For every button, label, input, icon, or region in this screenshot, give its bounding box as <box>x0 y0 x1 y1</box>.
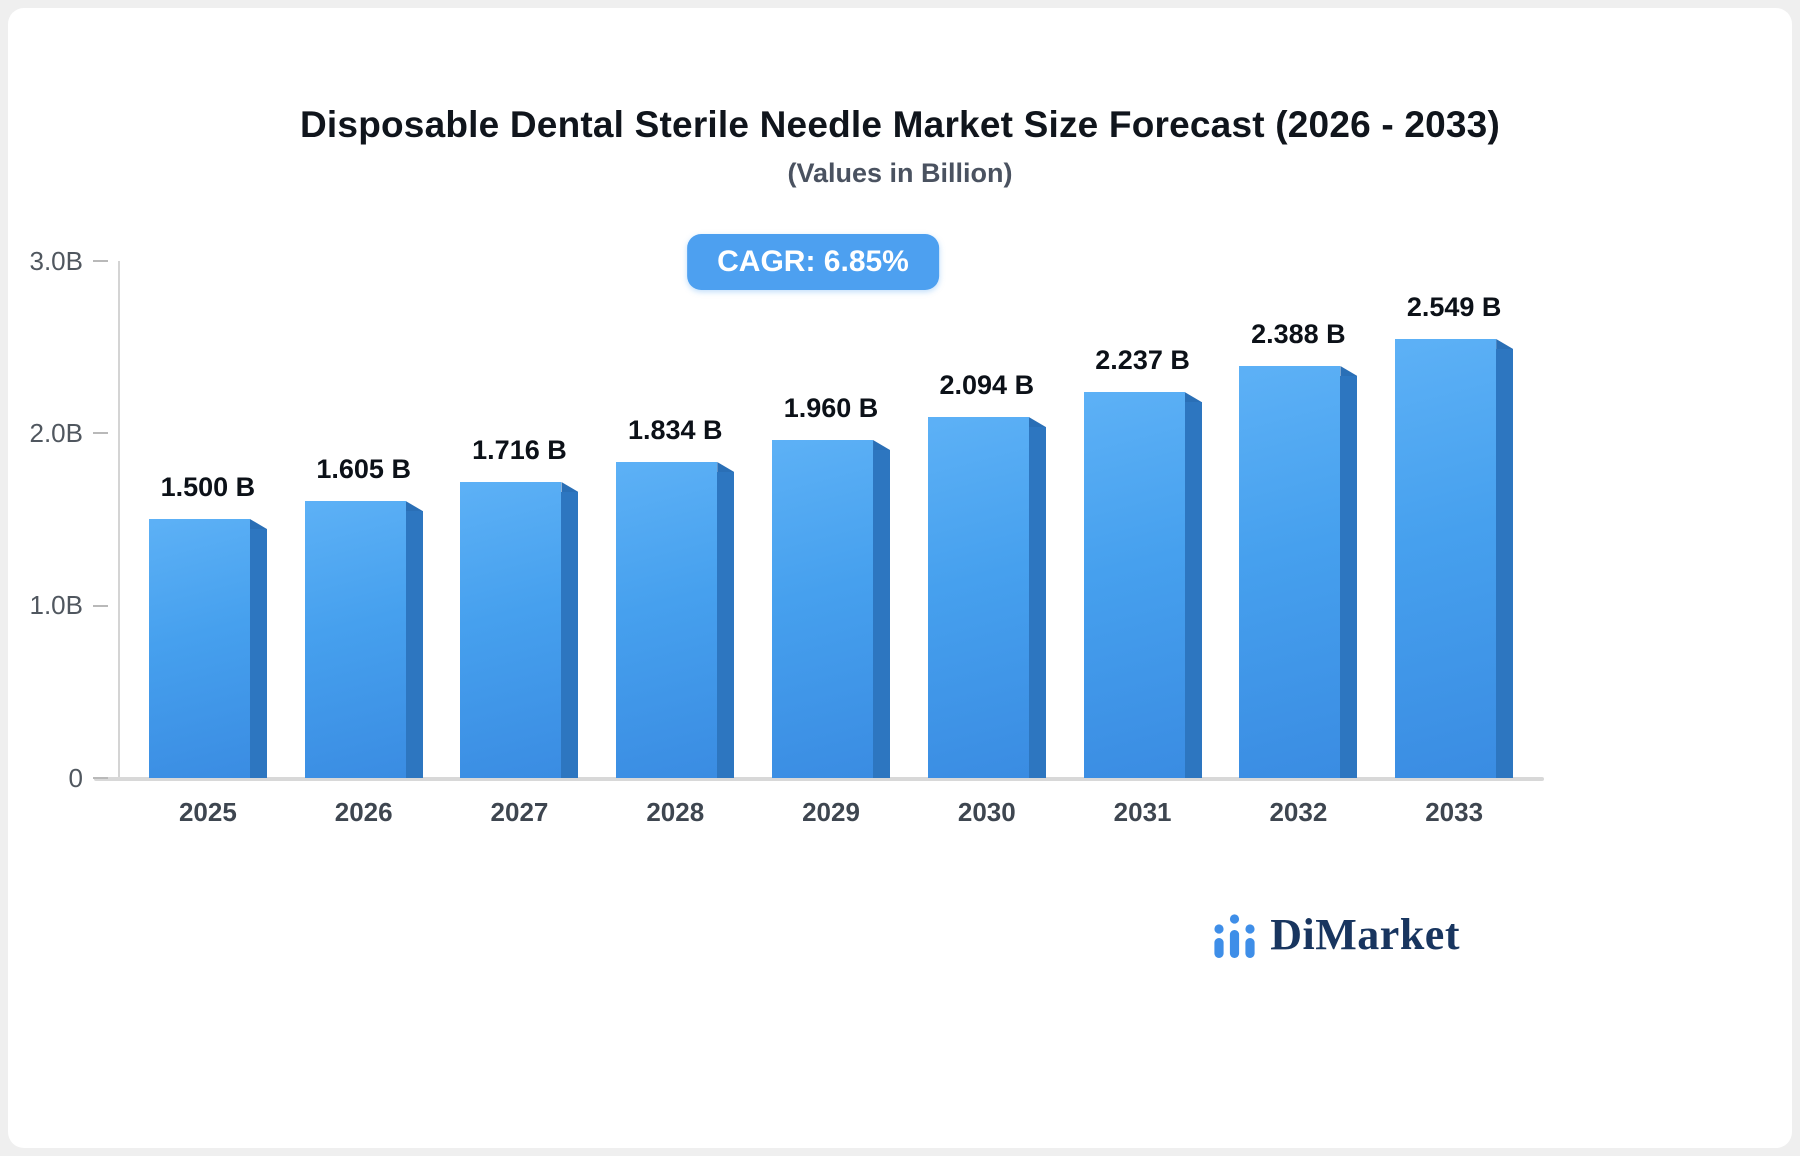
bar-side-face <box>1184 402 1202 778</box>
bar-side-face <box>249 529 267 778</box>
chart-card: Disposable Dental Sterile Needle Market … <box>8 8 1792 1148</box>
bar-side-face <box>561 492 579 778</box>
y-axis-tick-label: 0 <box>68 762 83 793</box>
x-axis-label: 2030 <box>957 797 1016 827</box>
x-axis-label: 2031 <box>1113 797 1172 827</box>
x-axis-label: 2028 <box>646 797 705 827</box>
bar-side-face <box>717 472 735 778</box>
bar-side-face <box>873 450 891 778</box>
bar-group: 2.388 B 2032 <box>1220 261 1376 827</box>
bar-top-bevel <box>1028 417 1046 427</box>
bar-value-label: 2.237 B <box>1095 345 1190 375</box>
bar-group: 2.237 B 2031 <box>1065 261 1221 827</box>
bar-value-label: 1.500 B <box>160 472 256 502</box>
bar-front-face <box>148 519 250 778</box>
bar-top-bevel <box>1496 339 1514 349</box>
x-axis-baseline <box>94 777 1544 781</box>
bar-value-label: 2.094 B <box>939 370 1035 400</box>
y-axis-tick-mark <box>93 260 108 262</box>
y-axis-tick: 0 <box>6 763 108 793</box>
y-axis-tick-label: 3.0B <box>29 245 84 276</box>
y-axis-line <box>118 261 120 778</box>
bar-side-face <box>1340 376 1358 778</box>
brand-logo: DiMarket <box>1212 909 1460 960</box>
bar-group: 1.716 B 2027 <box>442 261 598 827</box>
bar <box>460 482 579 778</box>
bar-group: 1.960 B 2029 <box>753 261 909 827</box>
y-axis-tick: 3.0B <box>6 246 108 276</box>
bar-top-bevel <box>405 501 423 511</box>
bar-front-face <box>1239 366 1341 778</box>
bar-group: 1.834 B 2028 <box>597 261 753 827</box>
bar <box>616 462 735 778</box>
dimarket-bars-icon <box>1214 913 1255 958</box>
bar-front-face <box>772 440 874 778</box>
bar-top-bevel <box>1340 366 1358 376</box>
bar-front-face <box>1395 339 1497 778</box>
bar-side-face <box>1496 349 1514 778</box>
bar-front-face <box>927 417 1029 778</box>
bar-top-bevel <box>1184 392 1202 402</box>
bar-group: 2.549 B 2033 <box>1376 261 1532 827</box>
bar <box>304 501 423 778</box>
y-axis-tick-label: 2.0B <box>29 417 84 448</box>
bar-front-face <box>304 501 406 778</box>
x-axis-label: 2027 <box>490 797 549 827</box>
y-axis-tick: 1.0B <box>6 590 108 621</box>
bar-group: 1.500 B 2025 <box>130 261 286 827</box>
bar-front-face <box>1083 392 1185 778</box>
brand-name: DiMarket <box>1270 910 1460 959</box>
bar <box>148 519 267 778</box>
y-axis-tick-mark <box>93 604 108 607</box>
bar <box>1395 339 1514 778</box>
bar-front-face <box>616 462 718 778</box>
bar-value-label: 1.834 B <box>627 415 723 445</box>
chart-subtitle: (Values in Billion) <box>787 158 1013 188</box>
cagr-badge: CAGR: 6.85% <box>687 234 939 290</box>
plot-area: 1.500 B 2025 1.605 B 2026 1.716 B 2027 1.834 B… <box>130 261 1532 827</box>
bar <box>772 440 891 778</box>
bar-top-bevel <box>561 482 579 492</box>
bar-top-bevel <box>249 519 267 529</box>
bar-value-label: 2.549 B <box>1406 292 1502 322</box>
bar <box>927 417 1046 778</box>
y-axis-tick-mark <box>93 777 108 779</box>
bar-front-face <box>460 482 562 778</box>
y-axis-tick-mark <box>93 432 108 435</box>
y-axis-tick-label: 1.0B <box>29 590 84 621</box>
bar-value-label: 1.960 B <box>783 393 879 423</box>
bar-group: 2.094 B 2030 <box>909 261 1065 827</box>
x-axis-label: 2029 <box>802 797 860 827</box>
x-axis-label: 2033 <box>1425 797 1484 827</box>
x-axis-label: 2026 <box>334 797 393 827</box>
bar-top-bevel <box>873 440 891 450</box>
bar <box>1083 392 1202 778</box>
bar <box>1239 366 1358 778</box>
x-axis-label: 2032 <box>1269 797 1328 827</box>
bar-side-face <box>1028 427 1046 778</box>
bar-chart: 3.0B 2.0B 1.0B 0 1.500 B 2025 1.605 B 2026 1.71… <box>30 246 1544 827</box>
bar-value-label: 1.716 B <box>472 435 567 465</box>
x-axis-label: 2025 <box>178 797 237 827</box>
bar-side-face <box>405 511 423 778</box>
chart-title: Disposable Dental Sterile Needle Market … <box>300 104 1500 145</box>
bar-top-bevel <box>717 462 735 472</box>
bar-value-label: 2.388 B <box>1251 319 1346 349</box>
y-axis-tick: 2.0B <box>6 418 108 448</box>
bar-group: 1.605 B 2026 <box>286 261 442 827</box>
bar-value-label: 1.605 B <box>316 454 411 484</box>
